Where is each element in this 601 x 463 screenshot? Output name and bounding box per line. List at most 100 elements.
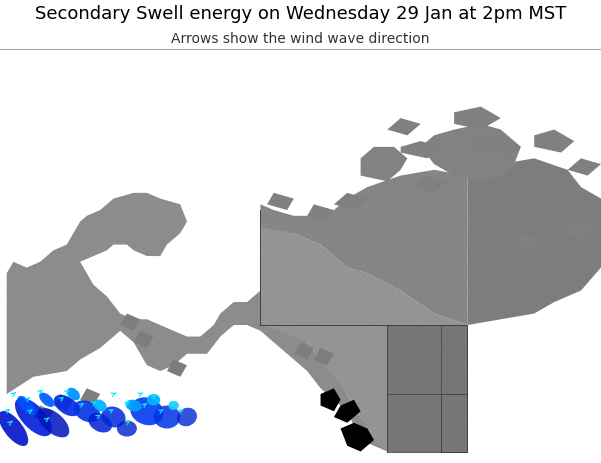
Point — [350, 272, 360, 279]
Point — [442, 419, 451, 426]
Point — [306, 433, 316, 440]
Point — [454, 371, 463, 378]
Point — [559, 200, 569, 207]
Point — [236, 265, 245, 272]
Point — [372, 238, 382, 246]
Point — [185, 300, 195, 308]
Point — [273, 202, 282, 210]
Point — [347, 394, 357, 401]
Point — [165, 430, 174, 437]
Point — [351, 207, 361, 215]
Point — [385, 333, 395, 340]
Point — [108, 230, 117, 238]
Point — [53, 247, 63, 255]
Point — [409, 422, 418, 430]
Point — [404, 435, 414, 443]
Point — [579, 175, 589, 182]
Point — [391, 282, 401, 289]
Point — [165, 293, 174, 300]
Polygon shape — [133, 331, 154, 348]
Point — [454, 276, 463, 283]
Point — [399, 301, 409, 309]
Point — [445, 249, 454, 256]
Point — [252, 348, 262, 356]
Point — [246, 386, 256, 393]
Point — [299, 184, 309, 191]
Point — [307, 306, 317, 313]
Point — [537, 226, 547, 234]
Point — [41, 256, 51, 263]
Point — [380, 379, 390, 387]
Point — [355, 312, 365, 319]
Point — [323, 252, 333, 259]
Point — [280, 360, 290, 367]
Point — [430, 434, 439, 442]
Point — [424, 426, 433, 433]
Point — [231, 368, 240, 375]
Point — [307, 311, 316, 319]
Point — [424, 431, 434, 438]
Point — [413, 333, 423, 340]
Point — [265, 236, 275, 244]
Point — [508, 264, 518, 271]
Point — [282, 271, 291, 279]
Point — [236, 338, 245, 345]
Point — [560, 216, 569, 224]
Point — [504, 197, 514, 205]
Point — [270, 235, 279, 242]
Point — [317, 351, 326, 359]
Point — [451, 339, 461, 346]
Point — [13, 384, 22, 391]
Point — [459, 236, 468, 244]
Point — [579, 283, 589, 291]
Point — [320, 351, 330, 359]
Point — [284, 359, 294, 367]
Point — [356, 310, 365, 318]
Point — [284, 299, 293, 307]
Point — [393, 407, 403, 414]
Point — [267, 292, 276, 300]
Point — [322, 237, 332, 244]
Point — [409, 320, 419, 328]
Point — [385, 213, 394, 220]
Point — [376, 255, 386, 262]
Point — [404, 251, 414, 259]
Polygon shape — [267, 194, 294, 211]
Point — [446, 424, 456, 432]
Point — [340, 302, 349, 310]
Point — [333, 334, 343, 341]
Point — [504, 215, 514, 223]
Point — [458, 327, 468, 334]
Point — [493, 210, 503, 217]
Point — [385, 252, 395, 260]
Point — [322, 428, 332, 436]
Point — [27, 363, 37, 370]
Point — [105, 277, 115, 285]
Point — [444, 439, 454, 446]
Point — [38, 436, 48, 443]
Point — [355, 369, 364, 377]
Point — [557, 197, 566, 204]
Point — [386, 172, 395, 180]
Point — [426, 231, 435, 238]
Point — [261, 411, 271, 419]
Polygon shape — [334, 400, 361, 423]
Point — [182, 243, 191, 250]
Point — [477, 182, 486, 189]
Point — [310, 273, 320, 280]
Point — [385, 336, 395, 343]
Point — [369, 306, 379, 313]
Point — [81, 223, 91, 231]
Point — [440, 390, 450, 398]
Point — [508, 276, 518, 283]
Point — [451, 437, 460, 444]
Point — [343, 315, 353, 322]
Point — [344, 357, 354, 364]
Point — [321, 349, 331, 356]
Point — [361, 436, 370, 443]
Point — [226, 258, 236, 266]
Point — [272, 241, 282, 249]
Point — [412, 236, 422, 244]
Point — [340, 269, 349, 277]
Point — [271, 433, 281, 440]
